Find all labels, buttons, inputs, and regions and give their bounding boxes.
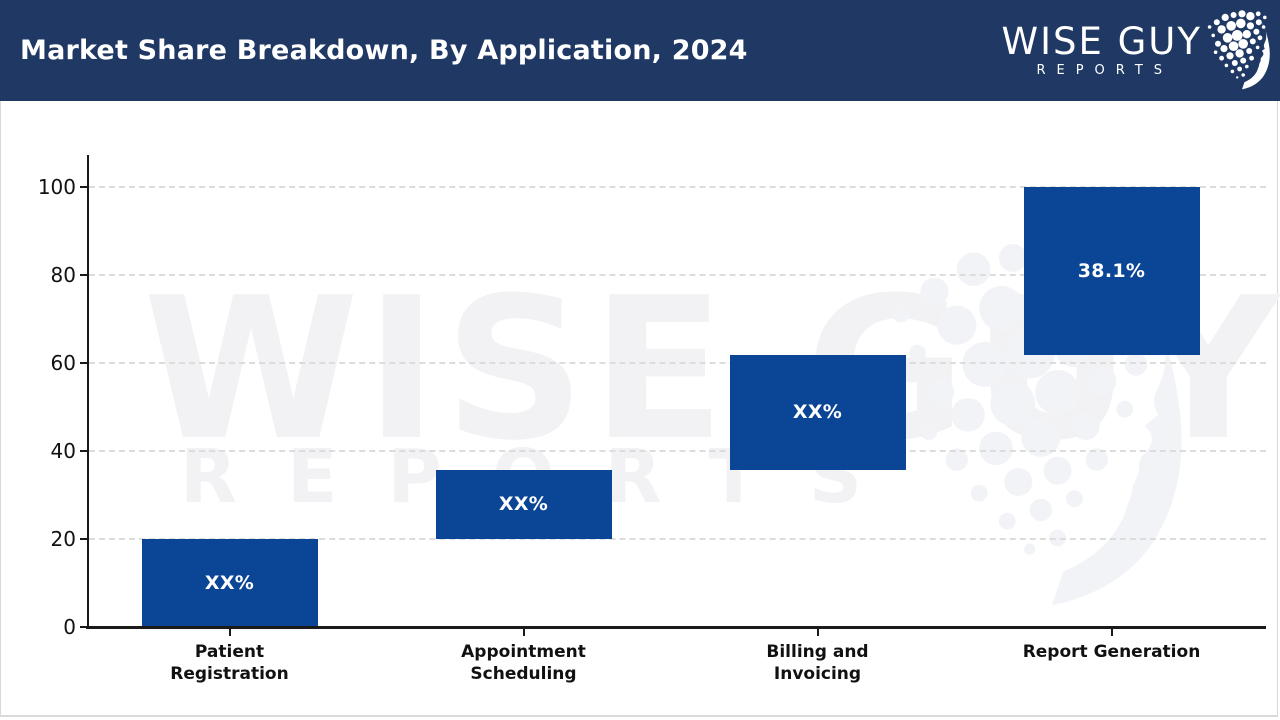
y-tick-60 [80, 362, 87, 364]
brand-name: WISE GUY [1001, 20, 1202, 63]
bar-value-label: XX% [792, 401, 843, 424]
bar-value-label: XX% [498, 493, 549, 516]
bar-value-label: 38.1% [1077, 259, 1146, 282]
x-tick [228, 629, 231, 636]
y-tick-label-20: 20 [50, 527, 76, 551]
y-tick-20 [80, 538, 87, 540]
gridline-y-40 [89, 450, 1266, 452]
x-tick [522, 629, 525, 636]
x-category-label: Report Generation [1022, 642, 1201, 662]
x-category-label: Billing and Invoicing [766, 642, 869, 685]
x-category-label: Appointment Scheduling [461, 642, 586, 685]
y-tick-40 [80, 450, 87, 452]
gridline-y-80 [89, 274, 1266, 276]
header-band: Market Share Breakdown, By Application, … [0, 0, 1280, 101]
brand-subtitle: REPORTS [1036, 63, 1174, 78]
y-tick-label-40: 40 [50, 439, 76, 463]
bar-segment: XX% [141, 539, 318, 627]
x-tick [816, 629, 819, 636]
brand-logo-face-icon [1200, 8, 1272, 94]
y-tick-0 [80, 626, 87, 628]
bar-segment: XX% [435, 469, 612, 539]
y-tick-100 [80, 186, 87, 188]
bar-value-label: XX% [204, 572, 255, 594]
x-tick [1110, 629, 1113, 636]
x-axis-line [86, 626, 1266, 629]
y-tick-label-100: 100 [37, 175, 76, 199]
gridline-y-60 [89, 362, 1266, 364]
y-tick-label-0: 0 [63, 615, 76, 639]
x-category-label: Patient Registration [170, 642, 289, 685]
y-tick-label-60: 60 [50, 351, 76, 375]
bar-segment: XX% [729, 354, 906, 470]
y-tick-80 [80, 274, 87, 276]
y-tick-label-80: 80 [50, 263, 76, 287]
page-title: Market Share Breakdown, By Application, … [20, 35, 748, 66]
gridline-y-100 [89, 186, 1266, 188]
brand-wordmark: WISE GUY REPORTS [1002, 0, 1202, 101]
y-axis-line [87, 155, 89, 628]
gridline-y-20 [89, 538, 1266, 540]
bar-segment: 38.1% [1023, 187, 1200, 355]
